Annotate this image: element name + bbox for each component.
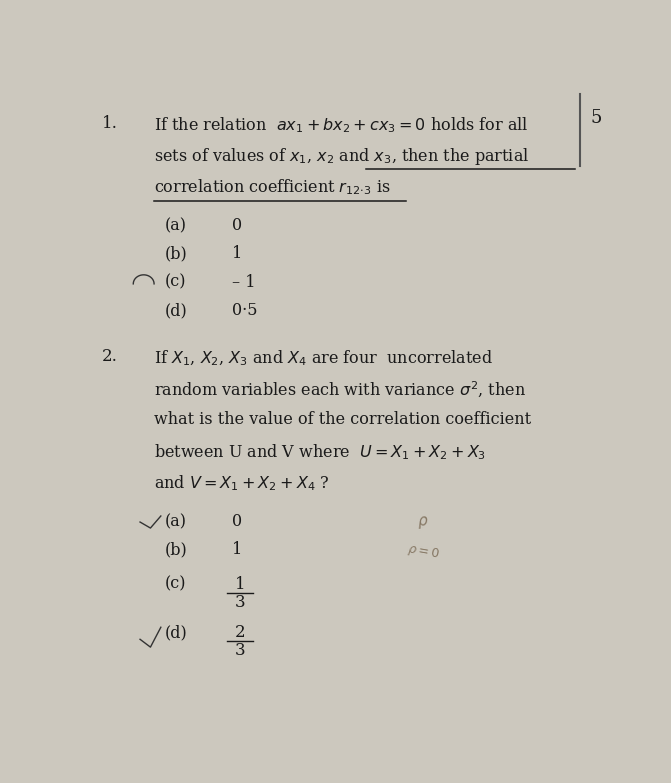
Text: 1.: 1. xyxy=(102,115,118,132)
Text: 2.: 2. xyxy=(102,348,118,366)
Text: – 1: – 1 xyxy=(232,273,256,290)
Text: random variables each with variance $\sigma^2$, then: random variables each with variance $\si… xyxy=(154,380,526,400)
Text: (d): (d) xyxy=(164,302,187,319)
Text: 0: 0 xyxy=(232,513,242,530)
Text: If $X_1$, $X_{2}$, $X_3$ and $X_4$ are four  uncorrelated: If $X_1$, $X_{2}$, $X_3$ and $X_4$ are f… xyxy=(154,348,493,368)
Text: If the relation  $ax_1 + bx_2 + cx_3 = 0$ holds for all: If the relation $ax_1 + bx_2 + cx_3 = 0$… xyxy=(154,115,529,135)
Text: (b): (b) xyxy=(164,245,187,262)
Text: $\rho=0$: $\rho=0$ xyxy=(407,541,441,563)
Text: (c): (c) xyxy=(164,273,186,290)
Text: 0·5: 0·5 xyxy=(232,302,258,319)
Text: 5: 5 xyxy=(591,109,603,127)
Text: sets of values of $x_1$, $x_2$ and $x_3$, then the partial: sets of values of $x_1$, $x_2$ and $x_3$… xyxy=(154,146,529,168)
Text: (b): (b) xyxy=(164,541,187,558)
Text: between U and V where  $U = X_1 + X_2 + X_3$: between U and V where $U = X_1 + X_2 + X… xyxy=(154,442,486,462)
Text: $\rho$: $\rho$ xyxy=(417,514,429,531)
Text: correlation coefficient $r_{12{\cdot}3}$ is: correlation coefficient $r_{12{\cdot}3}$… xyxy=(154,178,391,197)
Text: 1: 1 xyxy=(235,576,245,593)
Text: (c): (c) xyxy=(164,576,186,593)
Text: 3: 3 xyxy=(235,594,245,611)
Text: (a): (a) xyxy=(164,217,187,234)
Text: (a): (a) xyxy=(164,513,187,530)
Text: 3: 3 xyxy=(235,642,245,659)
Text: 1: 1 xyxy=(232,245,242,262)
Text: 0: 0 xyxy=(232,217,242,234)
Text: (d): (d) xyxy=(164,624,187,641)
Text: and $V = X_1 + X_2 + X_4$ ?: and $V = X_1 + X_2 + X_4$ ? xyxy=(154,474,329,493)
Text: 2: 2 xyxy=(235,624,245,641)
Text: 1: 1 xyxy=(232,541,242,558)
Text: what is the value of the correlation coefficient: what is the value of the correlation coe… xyxy=(154,411,531,428)
